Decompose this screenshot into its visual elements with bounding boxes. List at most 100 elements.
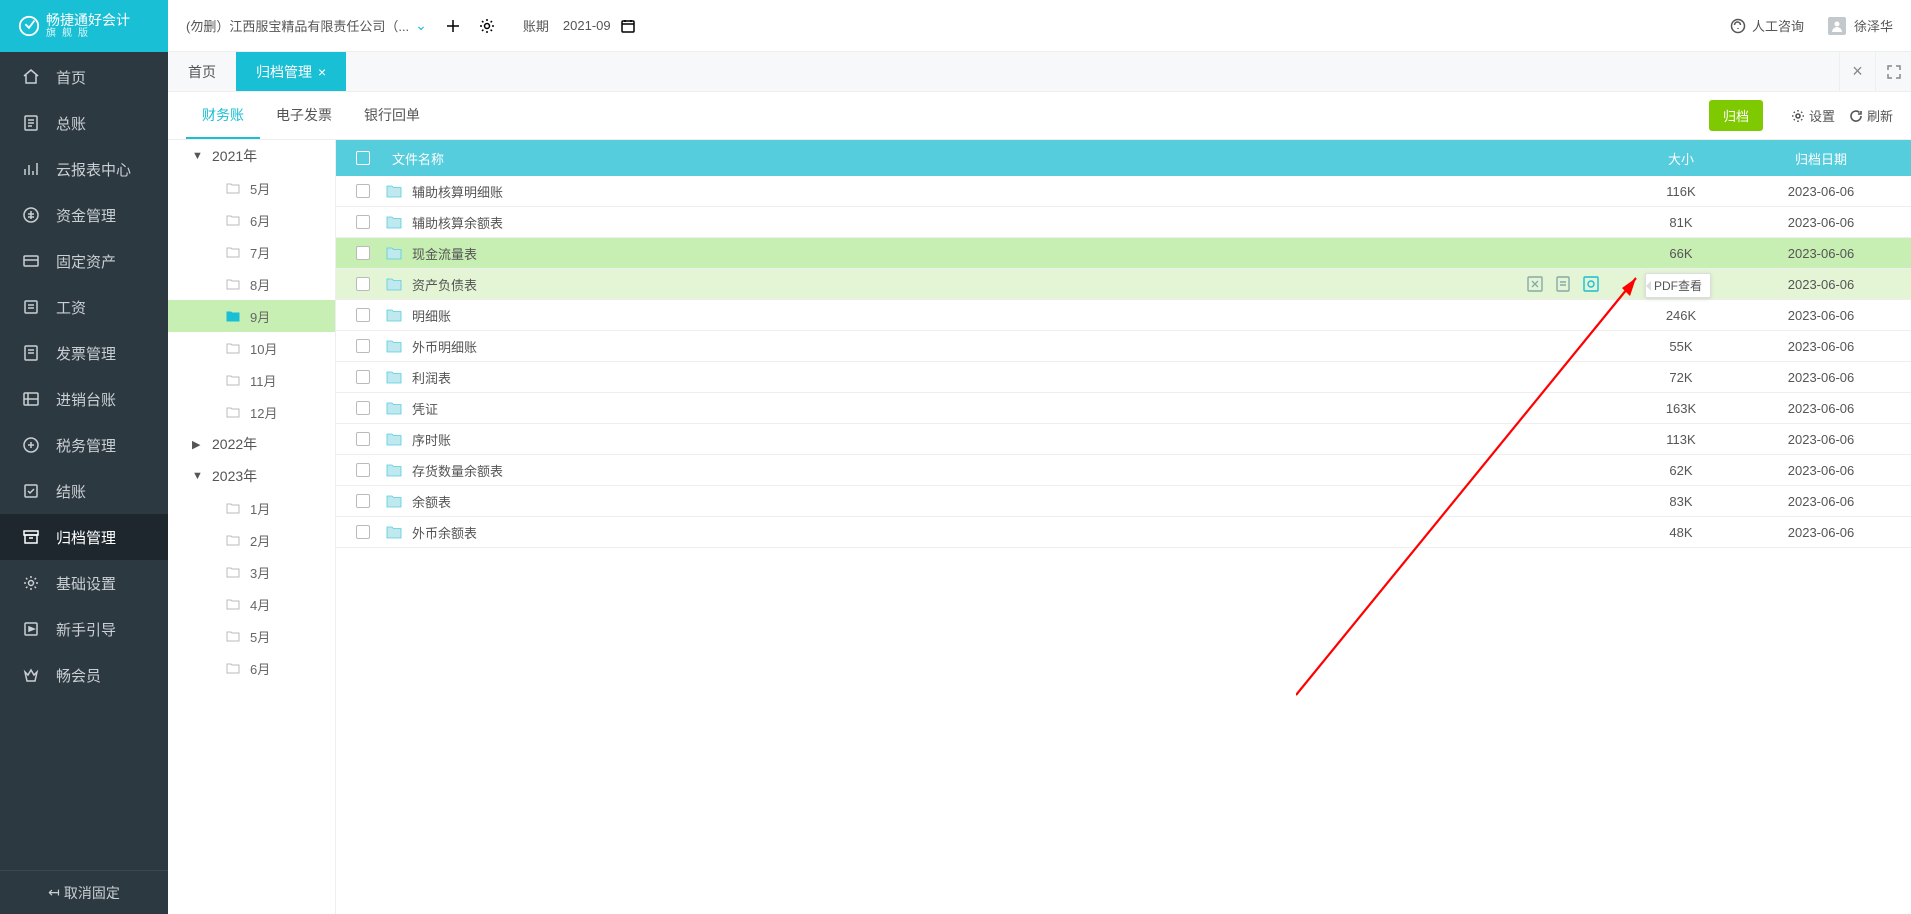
close-all-tabs-icon[interactable]: × bbox=[1839, 52, 1875, 92]
period-value[interactable]: 2021-09 bbox=[563, 18, 611, 33]
sidebar-item-2[interactable]: 云报表中心 bbox=[0, 146, 168, 192]
row-checkbox[interactable] bbox=[356, 494, 370, 508]
page-tab-strip: 首页归档管理 × × bbox=[168, 52, 1911, 92]
sidebar-item-5[interactable]: 工资 bbox=[0, 284, 168, 330]
help-button[interactable]: 人工咨询 bbox=[1730, 16, 1804, 35]
fullscreen-icon[interactable] bbox=[1875, 52, 1911, 92]
tree-month-0-5[interactable]: 10月 bbox=[168, 332, 335, 364]
company-selector[interactable]: (勿删）江西服宝精品有限责任公司（... bbox=[186, 16, 409, 35]
tool-tab-0[interactable]: 财务账 bbox=[186, 93, 260, 139]
table-row[interactable]: 存货数量余额表62K2023-06-06 bbox=[336, 455, 1911, 486]
tree-month-2-2[interactable]: 3月 bbox=[168, 556, 335, 588]
sidebar-item-11[interactable]: 基础设置 bbox=[0, 560, 168, 606]
sidebar-item-label: 畅会员 bbox=[56, 665, 101, 686]
sidebar-item-1[interactable]: 总账 bbox=[0, 100, 168, 146]
sidebar-item-3[interactable]: 资金管理 bbox=[0, 192, 168, 238]
sidebar-item-4[interactable]: 固定资产 bbox=[0, 238, 168, 284]
tree-month-2-1[interactable]: 2月 bbox=[168, 524, 335, 556]
table-row[interactable]: 资产负债表PDF查看1K2023-06-06 bbox=[336, 269, 1911, 300]
row-checkbox[interactable] bbox=[356, 277, 370, 291]
file-size: 48K bbox=[1611, 525, 1751, 540]
row-checkbox[interactable] bbox=[356, 463, 370, 477]
table-row[interactable]: 外币明细账55K2023-06-06 bbox=[336, 331, 1911, 362]
sidebar-item-label: 资金管理 bbox=[56, 205, 116, 226]
file-name: 利润表 bbox=[412, 368, 1611, 387]
logo-sub: 旗舰版 bbox=[46, 29, 130, 39]
tree-month-2-3[interactable]: 4月 bbox=[168, 588, 335, 620]
table-row[interactable]: 凭证163K2023-06-06 bbox=[336, 393, 1911, 424]
sidebar-item-10[interactable]: 归档管理 bbox=[0, 514, 168, 560]
help-label: 人工咨询 bbox=[1752, 16, 1804, 35]
refresh-label: 刷新 bbox=[1867, 106, 1893, 125]
row-checkbox[interactable] bbox=[356, 432, 370, 446]
archive-button[interactable]: 归档 bbox=[1709, 100, 1763, 131]
row-checkbox[interactable] bbox=[356, 246, 370, 260]
table-row[interactable]: 辅助核算明细账116K2023-06-06 bbox=[336, 176, 1911, 207]
tree-year-2[interactable]: ▼2023年 bbox=[168, 460, 335, 492]
table-row[interactable]: 利润表72K2023-06-06 bbox=[336, 362, 1911, 393]
tree-month-0-6[interactable]: 11月 bbox=[168, 364, 335, 396]
tree-month-0-2[interactable]: 7月 bbox=[168, 236, 335, 268]
select-all-checkbox[interactable] bbox=[356, 151, 370, 165]
row-checkbox[interactable] bbox=[356, 525, 370, 539]
sidebar-item-label: 结账 bbox=[56, 481, 86, 502]
file-name: 外币明细账 bbox=[412, 337, 1611, 356]
chevron-down-icon[interactable]: ⌄ bbox=[415, 17, 427, 34]
file-name: 辅助核算明细账 bbox=[412, 182, 1611, 201]
archive-date: 2023-06-06 bbox=[1751, 525, 1911, 540]
tree-month-0-4[interactable]: 9月 bbox=[168, 300, 335, 332]
table-row[interactable]: 明细账246K2023-06-06 bbox=[336, 300, 1911, 331]
logo: 畅捷通好会计 旗舰版 bbox=[0, 0, 168, 52]
table-row[interactable]: 辅助核算余额表81K2023-06-06 bbox=[336, 207, 1911, 238]
tool-tab-1[interactable]: 电子发票 bbox=[260, 93, 348, 139]
sidebar-item-7[interactable]: 进销台账 bbox=[0, 376, 168, 422]
unpin-button[interactable]: ↤取消固定 bbox=[0, 870, 168, 914]
caret-icon: ▼ bbox=[192, 470, 202, 482]
sidebar-item-label: 进销台账 bbox=[56, 389, 116, 410]
table-row[interactable]: 序时账113K2023-06-06 bbox=[336, 424, 1911, 455]
sidebar-item-label: 新手引导 bbox=[56, 619, 116, 640]
tree-month-0-1[interactable]: 6月 bbox=[168, 204, 335, 236]
sidebar-item-label: 云报表中心 bbox=[56, 159, 131, 180]
tree-year-0[interactable]: ▼2021年 bbox=[168, 140, 335, 172]
row-checkbox[interactable] bbox=[356, 370, 370, 384]
settings-button[interactable]: 设置 bbox=[1791, 106, 1835, 125]
calendar-icon[interactable] bbox=[621, 19, 635, 33]
sidebar-item-6[interactable]: 发票管理 bbox=[0, 330, 168, 376]
page-tab-1[interactable]: 归档管理 × bbox=[236, 52, 346, 91]
sidebar-item-9[interactable]: 结账 bbox=[0, 468, 168, 514]
pdf-view-icon[interactable] bbox=[1581, 274, 1601, 294]
tab-label: 归档管理 bbox=[256, 62, 312, 82]
row-checkbox[interactable] bbox=[356, 308, 370, 322]
row-checkbox[interactable] bbox=[356, 215, 370, 229]
tree-month-2-5[interactable]: 6月 bbox=[168, 652, 335, 684]
home-icon bbox=[22, 68, 40, 86]
add-icon[interactable] bbox=[445, 18, 461, 34]
row-checkbox[interactable] bbox=[356, 401, 370, 415]
close-icon[interactable]: × bbox=[318, 64, 326, 80]
download-excel-icon[interactable] bbox=[1525, 274, 1545, 294]
tree-month-2-4[interactable]: 5月 bbox=[168, 620, 335, 652]
tree-year-1[interactable]: ▶2022年 bbox=[168, 428, 335, 460]
page-tab-0[interactable]: 首页 bbox=[168, 52, 236, 91]
row-checkbox[interactable] bbox=[356, 339, 370, 353]
table-row[interactable]: 余额表83K2023-06-06 bbox=[336, 486, 1911, 517]
gear-icon[interactable] bbox=[479, 18, 495, 34]
tool-tab-2[interactable]: 银行回单 bbox=[348, 93, 436, 139]
row-checkbox[interactable] bbox=[356, 184, 370, 198]
tree-month-2-0[interactable]: 1月 bbox=[168, 492, 335, 524]
refresh-button[interactable]: 刷新 bbox=[1849, 106, 1893, 125]
side-nav: 首页总账云报表中心资金管理固定资产工资发票管理进销台账税务管理结账归档管理基础设… bbox=[0, 52, 168, 870]
file-size: 55K bbox=[1611, 339, 1751, 354]
tree-month-0-3[interactable]: 8月 bbox=[168, 268, 335, 300]
user-menu[interactable]: 徐泽华 bbox=[1828, 16, 1893, 35]
sidebar-item-12[interactable]: 新手引导 bbox=[0, 606, 168, 652]
tree-month-0-0[interactable]: 5月 bbox=[168, 172, 335, 204]
tree-month-0-7[interactable]: 12月 bbox=[168, 396, 335, 428]
sidebar-item-0[interactable]: 首页 bbox=[0, 54, 168, 100]
table-row[interactable]: 现金流量表66K2023-06-06 bbox=[336, 238, 1911, 269]
table-row[interactable]: 外币余额表48K2023-06-06 bbox=[336, 517, 1911, 548]
download-pdf-icon[interactable] bbox=[1553, 274, 1573, 294]
sidebar-item-13[interactable]: 畅会员 bbox=[0, 652, 168, 698]
sidebar-item-8[interactable]: 税务管理 bbox=[0, 422, 168, 468]
